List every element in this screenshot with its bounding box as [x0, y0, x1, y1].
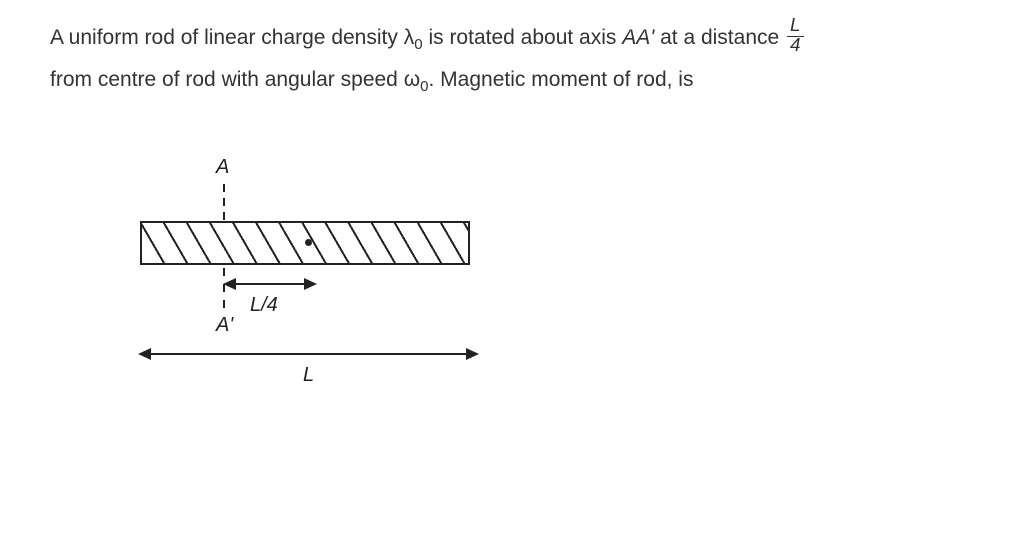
text-segment: is rotated about axis	[423, 26, 623, 49]
arrow-head-right	[304, 278, 317, 290]
arrow-line-L	[148, 353, 470, 355]
subscript-zero: 0	[420, 78, 428, 95]
axis-dash	[223, 268, 225, 276]
axis-dash	[223, 212, 225, 220]
axis-dash	[223, 300, 225, 308]
fraction-den: 4	[787, 37, 804, 56]
rod-diagram: A L/4 A' L	[120, 156, 540, 436]
label-A-prime: A'	[216, 314, 233, 337]
text-segment: A uniform rod of linear charge density	[50, 26, 404, 49]
fraction-num: L	[787, 17, 804, 37]
label-L4: L/4	[250, 294, 278, 317]
axis-dash	[223, 184, 225, 192]
arrow-head-right	[466, 348, 479, 360]
label-L: L	[303, 364, 314, 387]
text-segment: . Magnetic moment of rod, is	[429, 68, 694, 91]
omega-symbol: ω	[404, 68, 420, 91]
arrow-line-L4	[232, 283, 308, 285]
text-segment: from centre of rod with angular speed	[50, 68, 404, 91]
label-A: A	[216, 156, 229, 179]
lambda-symbol: λ	[404, 26, 415, 49]
axis-dash	[223, 198, 225, 206]
problem-statement: A uniform rod of linear charge density λ…	[50, 18, 974, 101]
fraction-L-over-4: L4	[787, 17, 804, 56]
subscript-zero: 0	[414, 36, 422, 53]
text-segment: at a distance	[654, 26, 785, 49]
axis-name: AA'	[622, 26, 654, 49]
